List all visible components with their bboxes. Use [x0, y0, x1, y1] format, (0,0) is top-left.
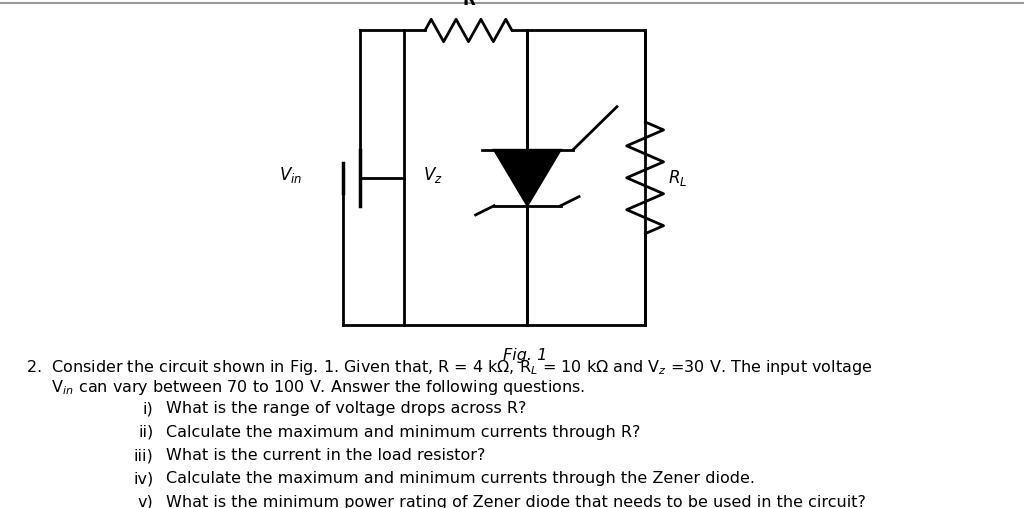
Text: What is the minimum power rating of Zener diode that needs to be used in the cir: What is the minimum power rating of Zene… — [166, 495, 865, 508]
Text: i): i) — [143, 401, 154, 417]
Text: 2.  Consider the circuit shown in Fig. 1. Given that, R = 4 k$\Omega$, R$_L$ = 1: 2. Consider the circuit shown in Fig. 1.… — [26, 358, 872, 377]
Text: $R_L$: $R_L$ — [668, 168, 687, 188]
Text: What is the range of voltage drops across R?: What is the range of voltage drops acros… — [166, 401, 526, 417]
Text: What is the current in the load resistor?: What is the current in the load resistor… — [166, 448, 485, 463]
Text: iii): iii) — [134, 448, 154, 463]
Text: $V_{in}$: $V_{in}$ — [279, 165, 302, 185]
Text: $V_z$: $V_z$ — [423, 165, 442, 185]
Polygon shape — [495, 150, 561, 206]
Text: ii): ii) — [138, 425, 154, 440]
Text: R: R — [462, 0, 475, 9]
Text: V$_{in}$ can vary between 70 to 100 V. Answer the following questions.: V$_{in}$ can vary between 70 to 100 V. A… — [26, 378, 585, 397]
Text: Calculate the maximum and minimum currents through the Zener diode.: Calculate the maximum and minimum curren… — [166, 471, 755, 487]
Text: v): v) — [138, 495, 154, 508]
Text: Fig. 1: Fig. 1 — [503, 348, 547, 363]
Text: iv): iv) — [133, 471, 154, 487]
Text: Calculate the maximum and minimum currents through R?: Calculate the maximum and minimum curren… — [166, 425, 640, 440]
